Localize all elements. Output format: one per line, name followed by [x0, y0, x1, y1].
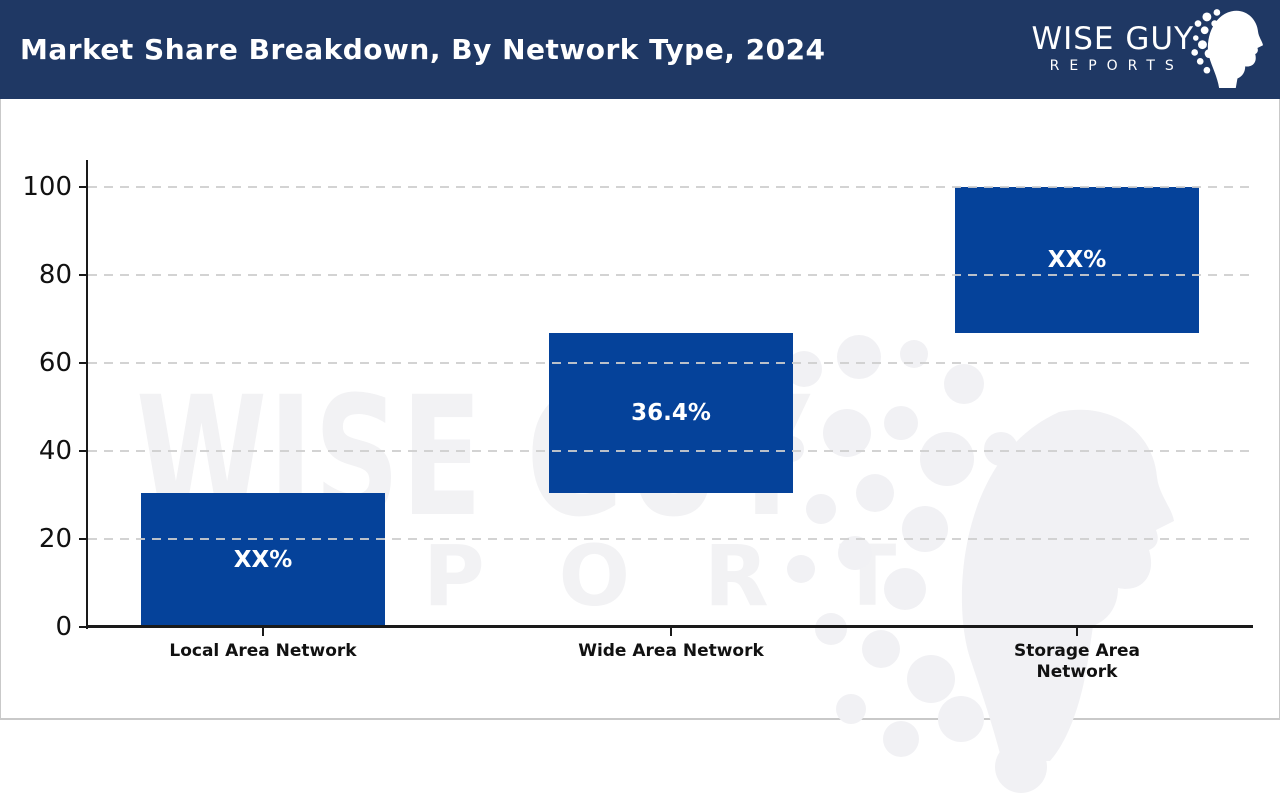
gridline [88, 450, 1253, 452]
bar-value-label: XX% [233, 547, 293, 574]
logo-face-icon [1191, 9, 1263, 88]
gridline [88, 538, 1253, 540]
x-axis [86, 625, 1253, 628]
gridline [88, 362, 1253, 364]
y-tick-mark [79, 274, 88, 276]
bar-value-label: XX% [1047, 247, 1107, 274]
x-tick-mark [262, 628, 264, 636]
bar-value-label: 36.4% [631, 400, 711, 427]
logo-reports-label: REPORTS [1049, 58, 1184, 74]
logo: WISE GUY REPORTS [1006, 0, 1266, 99]
category-label: Local Area Network [169, 641, 357, 661]
gridline [88, 274, 1253, 276]
chart-area: 0 20 40 60 80 100 XX% Local Area Network 36.4% Wi… [22, 160, 1253, 682]
watermark-face-icon [778, 335, 1174, 793]
category-label: Storage Area Network [1013, 641, 1141, 682]
y-tick-label: 100 [22, 172, 72, 202]
gridline [88, 186, 1253, 188]
x-tick-mark [670, 628, 672, 636]
page-title: Market Share Breakdown, By Network Type,… [20, 33, 826, 66]
bar: 36.4% [549, 333, 793, 494]
y-tick-mark [79, 450, 88, 452]
y-tick-mark [79, 362, 88, 364]
x-tick-mark [1076, 628, 1078, 636]
y-tick-mark [79, 538, 88, 540]
y-tick-mark [79, 626, 88, 628]
bar: XX% [955, 187, 1199, 334]
y-tick-label: 40 [38, 436, 72, 466]
y-tick-label: 0 [55, 612, 72, 642]
y-tick-label: 60 [38, 348, 72, 378]
y-tick-label: 20 [38, 524, 72, 554]
y-tick-label: 80 [38, 260, 72, 290]
header-bar: Market Share Breakdown, By Network Type,… [0, 0, 1280, 99]
bar: XX% [141, 493, 385, 627]
logo-wordmark: WISE GUY [1031, 21, 1194, 57]
category-label: Wide Area Network [578, 641, 764, 661]
y-tick-mark [79, 186, 88, 188]
y-axis [86, 160, 88, 629]
